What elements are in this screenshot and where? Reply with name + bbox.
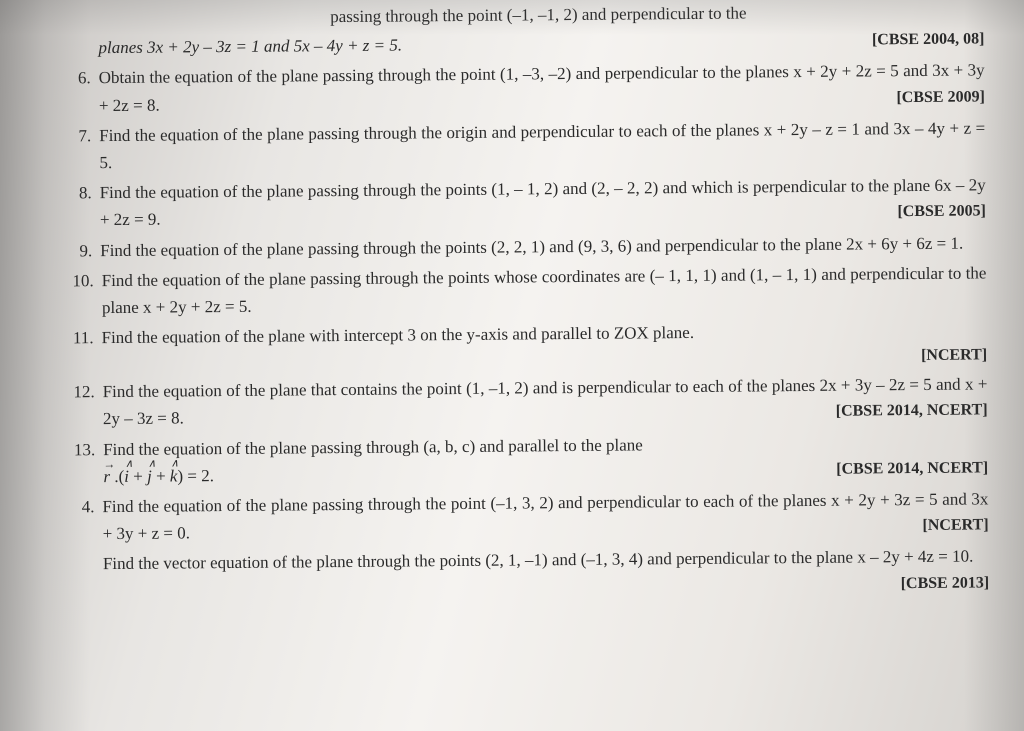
question-row: 9. Find the equation of the plane passin… bbox=[72, 229, 986, 264]
question-body: Find the equation of the plane with inte… bbox=[101, 316, 987, 375]
partial-text-2: planes 3x + 2y – 3z = 1 and 5x – 4y + z … bbox=[98, 36, 402, 58]
question-source: [CBSE 2014, NCERT] bbox=[836, 398, 988, 425]
question-text: Find the equation of the plane with inte… bbox=[101, 323, 694, 347]
question-body: Obtain the equation of the plane passing… bbox=[99, 57, 985, 119]
question-text-pre: Find the equation of the plane passing t… bbox=[103, 435, 643, 459]
question-number: 8. bbox=[72, 179, 100, 206]
question-row: Find the vector equation of the plane th… bbox=[75, 543, 989, 604]
question-number: 13. bbox=[74, 436, 103, 463]
question-row: 4. Find the equation of the plane passin… bbox=[74, 485, 988, 547]
question-number: 9. bbox=[72, 237, 100, 264]
question-row: 13. Find the equation of the plane passi… bbox=[74, 428, 988, 490]
question-body: Find the equation of the plane passing t… bbox=[102, 259, 987, 321]
vector-expression: r .(i + j + k) = 2. bbox=[103, 466, 214, 486]
question-body: Find the equation of the plane passing t… bbox=[102, 485, 988, 547]
question-number: 11. bbox=[73, 324, 102, 351]
question-row: 12. Find the equation of the plane that … bbox=[73, 371, 987, 433]
textbook-page: passing through the point (–1, –1, 2) an… bbox=[0, 0, 1024, 627]
question-body: Find the equation of the plane passing t… bbox=[99, 114, 985, 176]
question-number: 7. bbox=[71, 122, 99, 149]
question-row: 7. Find the equation of the plane passin… bbox=[71, 114, 985, 176]
question-text: Find the equation of the plane passing t… bbox=[102, 489, 988, 543]
partial-body: planes 3x + 2y – 3z = 1 and 5x – 4y + z … bbox=[98, 27, 984, 62]
question-body: Find the equation of the plane that cont… bbox=[103, 371, 988, 433]
question-source: [CBSE 2005] bbox=[897, 199, 986, 225]
question-body: Find the equation of the plane passing t… bbox=[100, 229, 986, 264]
question-text: Find the equation of the plane passing t… bbox=[100, 176, 986, 230]
question-number: 12. bbox=[73, 378, 102, 405]
question-text: Find the equation of the plane passing t… bbox=[102, 263, 987, 317]
question-row: 11. Find the equation of the plane with … bbox=[73, 316, 987, 375]
question-source: [CBSE 2009] bbox=[896, 84, 985, 110]
question-source: [NCERT] bbox=[102, 344, 988, 376]
partial-source: [CBSE 2004, 08] bbox=[872, 27, 985, 54]
question-text: Obtain the equation of the plane passing… bbox=[99, 61, 985, 115]
question-row: 8. Find the equation of the plane passin… bbox=[72, 172, 986, 234]
question-body: Find the vector equation of the plane th… bbox=[103, 543, 989, 604]
question-source: [CBSE 2014, NCERT] bbox=[836, 455, 988, 482]
question-row: 10. Find the equation of the plane passi… bbox=[72, 259, 986, 321]
question-text: Find the equation of the plane passing t… bbox=[99, 118, 985, 172]
question-number: 4. bbox=[74, 493, 102, 520]
question-text: Find the equation of the plane passing t… bbox=[100, 233, 963, 260]
question-source: [CBSE 2013] bbox=[901, 570, 990, 596]
question-row: 6. Obtain the equation of the plane pass… bbox=[71, 57, 985, 119]
question-body: Find the equation of the plane passing t… bbox=[100, 172, 986, 234]
question-number: 6. bbox=[71, 65, 99, 92]
question-number: 10. bbox=[72, 267, 101, 294]
question-body: Find the equation of the plane passing t… bbox=[103, 428, 988, 490]
question-source: [NCERT] bbox=[922, 513, 988, 539]
partial-row: planes 3x + 2y – 3z = 1 and 5x – 4y + z … bbox=[70, 27, 984, 62]
partial-text-1: passing through the point (–1, –1, 2) an… bbox=[330, 3, 747, 26]
question-text: Find the vector equation of the plane th… bbox=[103, 547, 974, 574]
